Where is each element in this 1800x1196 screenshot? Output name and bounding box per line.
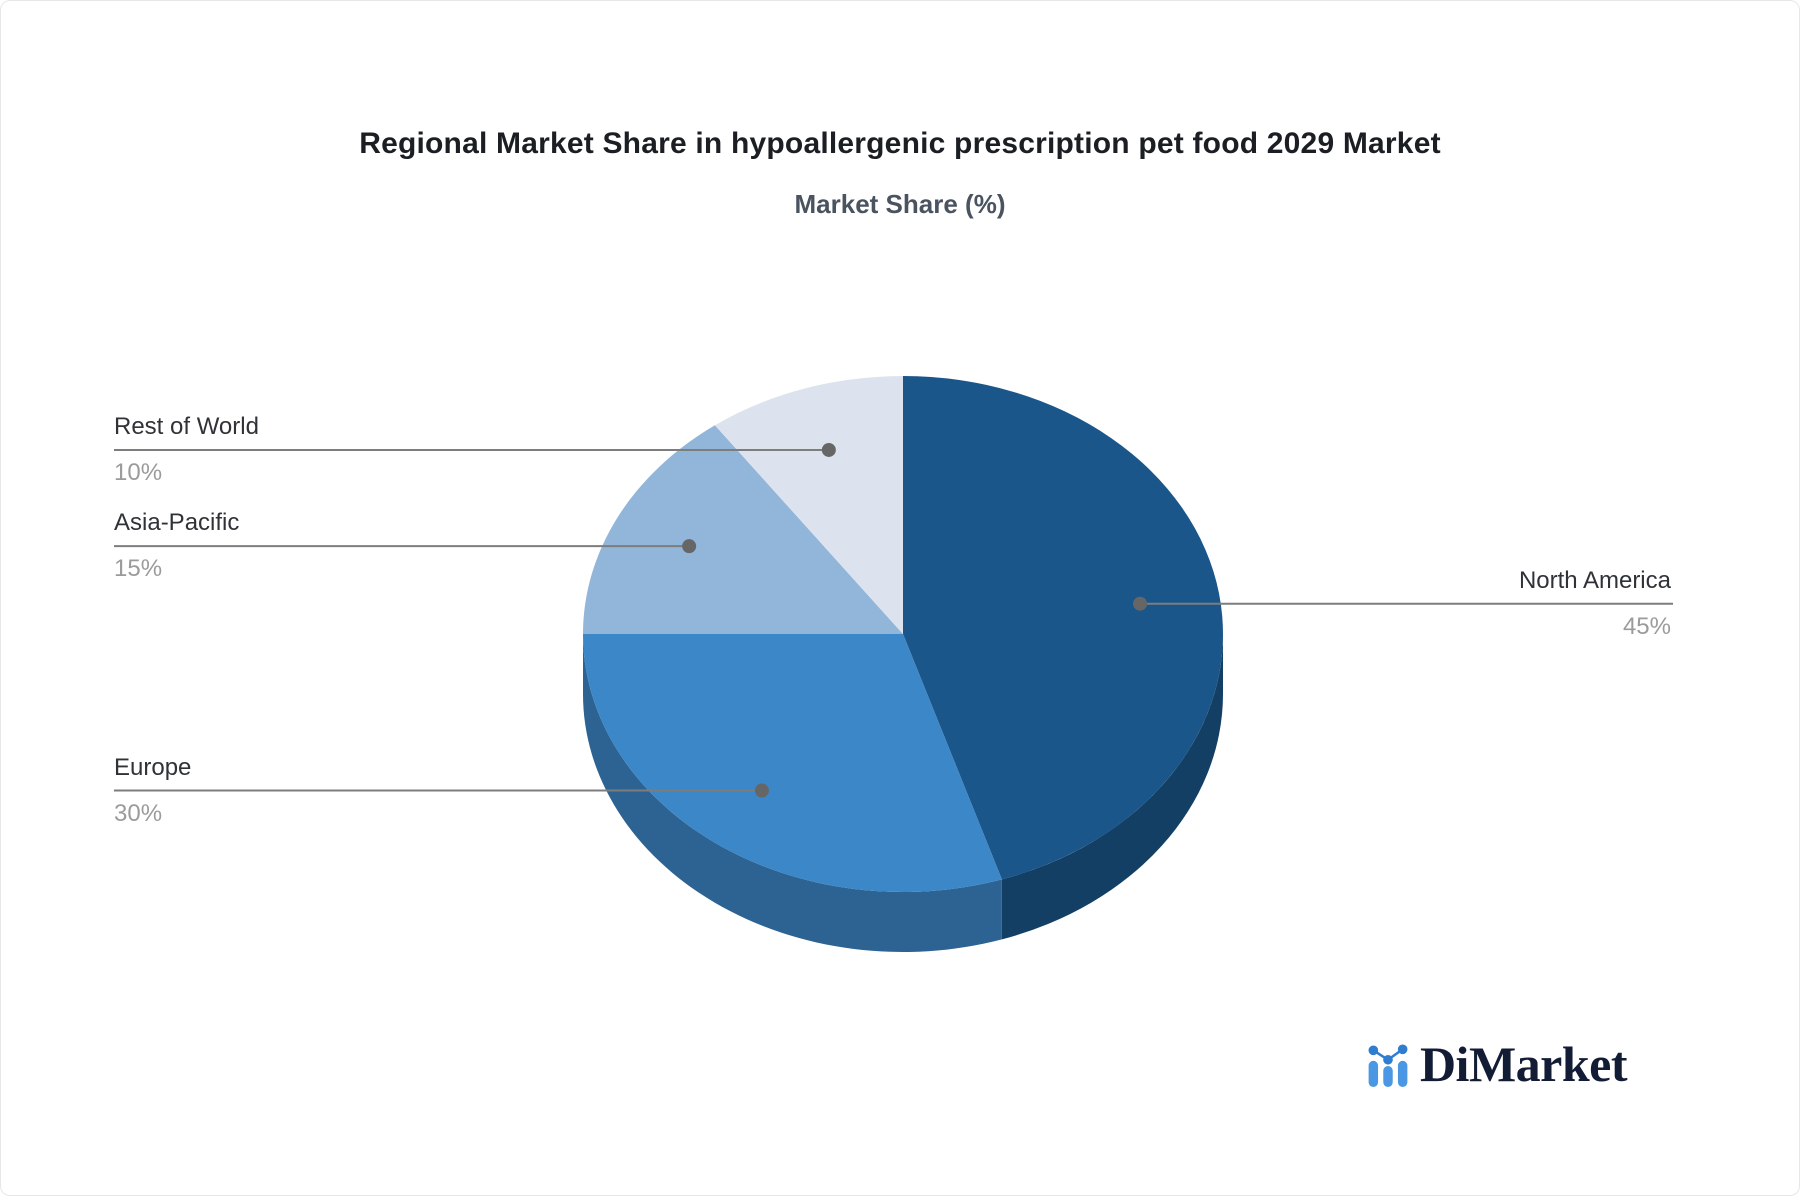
pie-slice-north-america[interactable] bbox=[903, 376, 1223, 880]
pie-slice-rest-of-world[interactable] bbox=[714, 376, 903, 634]
slice-value-europe: 30% bbox=[114, 799, 163, 827]
slice-value-rest-of-world: 10% bbox=[114, 458, 163, 486]
slice-label-rest-of-world: Rest of World bbox=[114, 412, 259, 440]
pie-slice-side-europe bbox=[583, 634, 1002, 952]
slice-value-asia-pacific: 15% bbox=[114, 555, 163, 583]
chart-subtitle: Market Share (%) bbox=[794, 189, 1006, 219]
leader-dot-europe bbox=[754, 783, 769, 798]
pie-slice-side-north-america bbox=[1001, 634, 1223, 940]
pie-slice-asia-pacific[interactable] bbox=[583, 425, 903, 634]
brand-logo: DiMarket bbox=[1368, 1036, 1628, 1092]
slice-label-europe: Europe bbox=[114, 753, 192, 781]
slice-value-north-america: 45% bbox=[1622, 612, 1671, 640]
chart-title: Regional Market Share in hypoallergenic … bbox=[359, 127, 1441, 160]
slice-label-asia-pacific: Asia-Pacific bbox=[114, 509, 240, 537]
dimarket-logo-icon bbox=[1368, 1044, 1408, 1087]
leader-dot-asia-pacific bbox=[682, 539, 697, 554]
leader-dot-rest-of-world bbox=[821, 442, 836, 457]
brand-name: DiMarket bbox=[1419, 1036, 1628, 1092]
leader-dot-north-america bbox=[1133, 596, 1148, 611]
pie-slice-europe[interactable] bbox=[583, 634, 1002, 892]
slice-label-north-america: North America bbox=[1518, 566, 1671, 594]
